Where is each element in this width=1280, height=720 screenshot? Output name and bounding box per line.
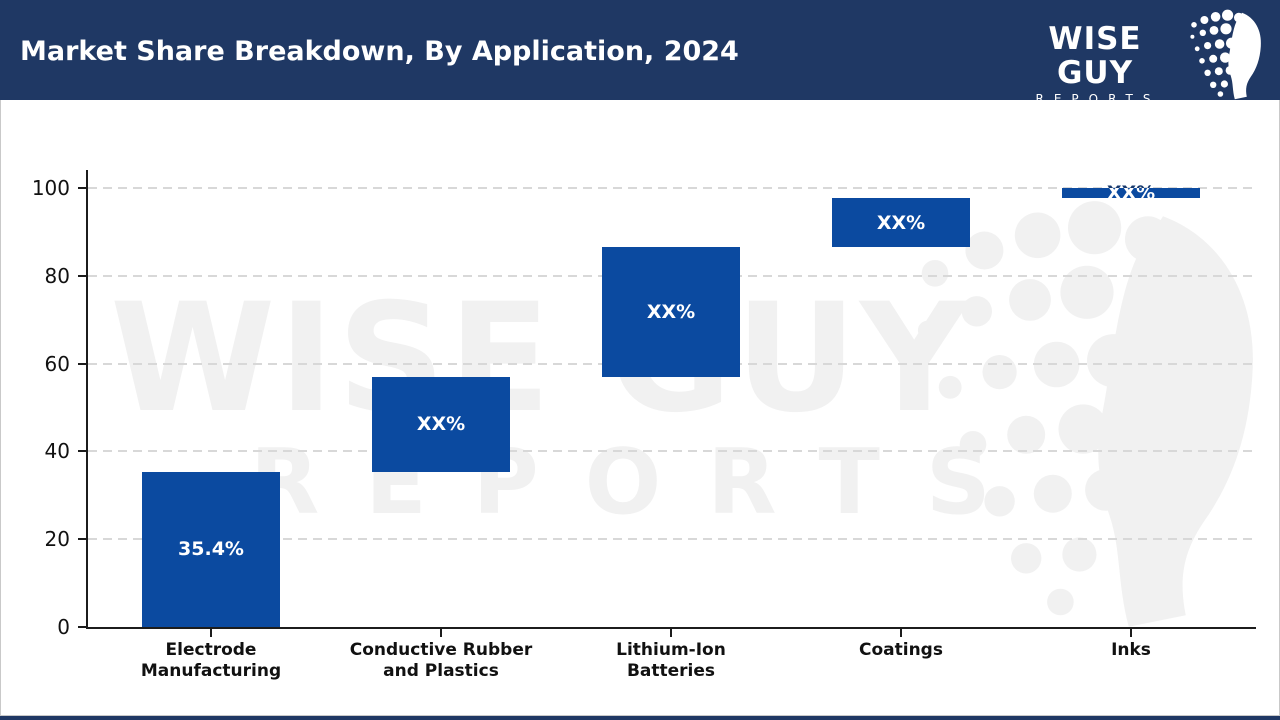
x-tick-mark (210, 629, 212, 637)
bar: 35.4% (142, 471, 280, 627)
category-label-line: Conductive Rubber (349, 640, 533, 660)
category-label-line: Coatings (859, 640, 943, 660)
y-tick-label: 100 (31, 176, 70, 200)
category-label: Inks (1016, 640, 1246, 661)
y-tick-mark (78, 274, 86, 277)
category-label-line: Inks (1111, 640, 1151, 660)
category-label-line: Electrode (165, 640, 257, 660)
y-tick-mark (78, 538, 86, 541)
x-tick-mark (670, 629, 672, 637)
y-tick-label: 0 (57, 615, 70, 639)
category-label-line: Manufacturing (140, 661, 282, 681)
logo-face-icon (1190, 9, 1261, 100)
bar: XX% (602, 247, 740, 377)
bar (1062, 188, 1200, 199)
report-header: Market Share Breakdown, By Application, … (0, 0, 1280, 106)
bar: XX% (372, 376, 510, 472)
logo-subtext: REPORTS (1035, 92, 1161, 106)
bar-value-label: XX% (416, 413, 466, 436)
bar-value-label: XX% (876, 211, 926, 234)
x-tick-mark (900, 629, 902, 637)
y-tick-mark (78, 626, 86, 628)
y-tick-mark (78, 450, 86, 453)
gridline (88, 450, 1256, 453)
category-label-line: and Plastics (383, 661, 499, 681)
y-tick-label: 80 (44, 263, 70, 288)
category-label: Lithium-Ion Batteries (556, 640, 786, 682)
logo-wordmark: WISE GUY (1048, 21, 1142, 91)
category-label-line: Batteries (626, 661, 716, 681)
category-label: Electrode Manufacturing (96, 640, 326, 682)
watermark-wordmark: WISE GUY (110, 272, 972, 446)
y-tick-label: 20 (44, 527, 70, 552)
watermark-face-icon (917, 201, 1253, 627)
x-tick-mark (1130, 629, 1132, 637)
footer-bar (0, 716, 1280, 720)
y-tick-label: 40 (44, 439, 70, 464)
y-axis-line (86, 170, 88, 629)
x-axis-line (86, 627, 1256, 629)
bar-value-label: XX% (646, 301, 696, 323)
logo-text: WISE GUY REPORTS (1016, 22, 1174, 106)
gridline (88, 538, 1256, 541)
category-label-line: Lithium-Ion (616, 640, 726, 660)
bar: XX% (832, 198, 970, 248)
category-label: Coatings (786, 640, 1016, 661)
y-tick-mark (78, 362, 86, 365)
wiseguy-logo: WISE GUY REPORTS (1016, 6, 1266, 106)
bar-value-label: XX% (1062, 180, 1200, 206)
y-tick-label: 60 (44, 351, 70, 376)
page-title: Market Share Breakdown, By Application, … (20, 36, 739, 67)
gridline (88, 187, 1256, 189)
y-tick-mark (78, 187, 86, 189)
bar-value-label: 35.4% (178, 538, 244, 561)
category-label: Conductive Rubber and Plastics (326, 640, 556, 682)
x-tick-mark (440, 629, 442, 637)
